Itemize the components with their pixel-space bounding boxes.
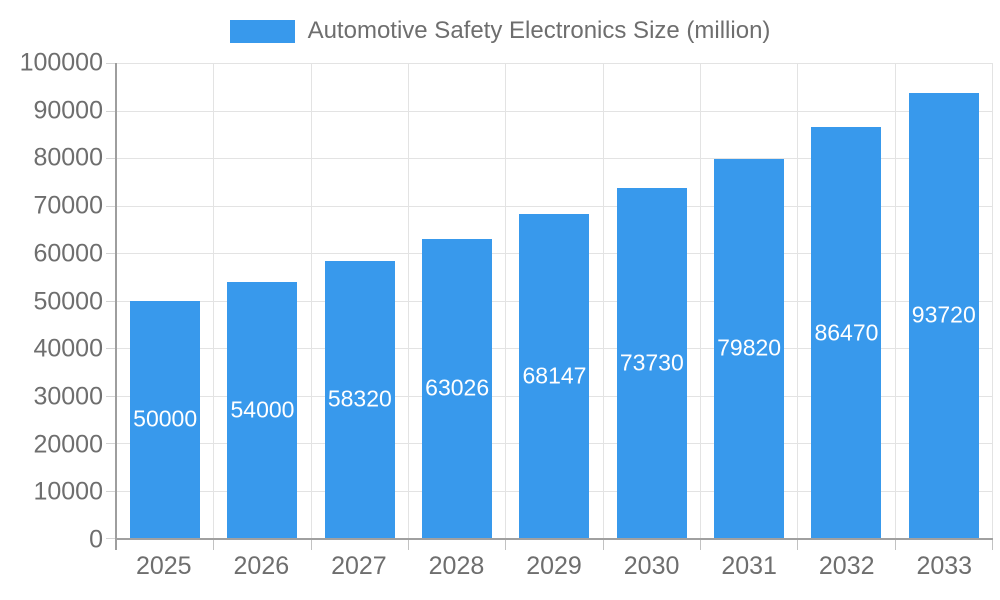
bar-value-label: 63026 (425, 374, 490, 401)
y-axis-tick (106, 348, 115, 349)
y-axis-tick (106, 300, 115, 302)
x-axis-tick (991, 540, 993, 550)
y-axis-tick-label: 60000 (33, 239, 103, 268)
category-band: 50000 (117, 63, 215, 550)
y-axis-tick (106, 443, 115, 444)
x-axis-tick (213, 540, 215, 550)
bar-2031: 79820 (714, 158, 785, 538)
y-axis-tick (106, 490, 115, 492)
y-axis-tick-label: 0 (89, 525, 103, 554)
y-axis-tick (106, 538, 115, 539)
x-axis-tick (797, 540, 799, 550)
y-axis-tick-label: 80000 (33, 143, 103, 172)
bar-value-label: 50000 (133, 405, 198, 432)
category-band: 58320 (312, 63, 409, 550)
bar-2033: 93720 (908, 92, 979, 538)
gridline (117, 110, 993, 112)
category-band: 63026 (409, 63, 507, 550)
category-band: 73730 (604, 63, 701, 550)
bar-2032: 86470 (811, 127, 882, 538)
x-axis-tick (407, 540, 409, 550)
bar-2029: 68147 (519, 214, 590, 538)
x-axis-origin-tick (115, 540, 117, 550)
bars-container: 50000 54000 58320 63026 68147 73730 79820 86470… (117, 63, 993, 550)
category-band: 54000 (214, 63, 312, 550)
category-band: 68147 (506, 63, 604, 550)
y-axis-tick-label: 70000 (33, 191, 103, 220)
x-axis-tick-label: 2025 (135, 552, 192, 580)
bar-value-label: 68147 (522, 362, 587, 389)
y-axis-tick-label: 90000 (33, 96, 103, 125)
bar-value-label: 54000 (230, 396, 295, 423)
y-axis-tick-label: 40000 (33, 334, 103, 363)
y-axis-tick (106, 395, 115, 397)
x-axis-tick-label: 2031 (721, 552, 777, 580)
y-axis-tick (106, 63, 115, 64)
category-band: 86470 (798, 63, 896, 550)
y-axis-tick-label: 30000 (33, 382, 103, 411)
bar-value-label: 79820 (717, 334, 782, 361)
y-axis-tick-label: 10000 (33, 477, 103, 506)
bar-value-label: 58320 (327, 385, 392, 412)
bar-2026: 54000 (227, 281, 298, 538)
bar-value-label: 93720 (911, 301, 976, 328)
gridline (117, 63, 993, 64)
x-axis-tick-label: 2030 (623, 552, 680, 580)
y-axis-tick-label: 50000 (33, 287, 103, 315)
bar-2027: 58320 (324, 260, 395, 538)
x-axis-tick-label: 2032 (818, 552, 875, 580)
x-axis-labels: 2025 2026 2027 2028 2029 2030 2031 2032 2033 (115, 552, 993, 581)
y-axis-labels: 0 10000 20000 30000 40000 50000 60000 70000 8000… (0, 50, 103, 552)
x-axis-tick-label: 2029 (526, 552, 582, 580)
bar-value-label: 73730 (619, 349, 684, 376)
x-axis-tick-label: 2028 (428, 552, 485, 580)
y-axis-tick (106, 110, 115, 112)
bar-2028: 63026 (422, 238, 493, 538)
bar-value-label: 86470 (814, 319, 879, 346)
gridline (117, 158, 993, 159)
x-axis-tick-label: 2033 (916, 552, 973, 580)
y-axis-tick-label: 20000 (33, 430, 103, 459)
gridline (117, 205, 993, 207)
x-axis-tick (699, 540, 701, 550)
bar-2030: 73730 (616, 187, 687, 538)
category-band: 93720 (896, 63, 993, 550)
y-axis-tick (106, 158, 115, 159)
x-axis-tick (505, 540, 507, 550)
legend-swatch (229, 19, 295, 43)
x-axis-tick (310, 540, 312, 550)
legend-label: Automotive Safety Electronics Size (mill… (307, 17, 771, 44)
y-axis-tick-label: 100000 (19, 48, 103, 77)
plot-area: 50000 54000 58320 63026 68147 73730 79820 86470… (106, 63, 993, 550)
x-axis-tick (602, 540, 604, 550)
bar-2025: 50000 (130, 300, 201, 538)
category-band: 79820 (701, 63, 799, 550)
x-axis-tick-label: 2026 (233, 552, 290, 580)
y-axis-tick (106, 205, 115, 207)
y-axis-tick (106, 253, 115, 254)
legend: Automotive Safety Electronics Size (mill… (0, 17, 1000, 45)
x-axis-tick-label: 2027 (331, 552, 387, 580)
x-axis-tick (894, 540, 896, 550)
